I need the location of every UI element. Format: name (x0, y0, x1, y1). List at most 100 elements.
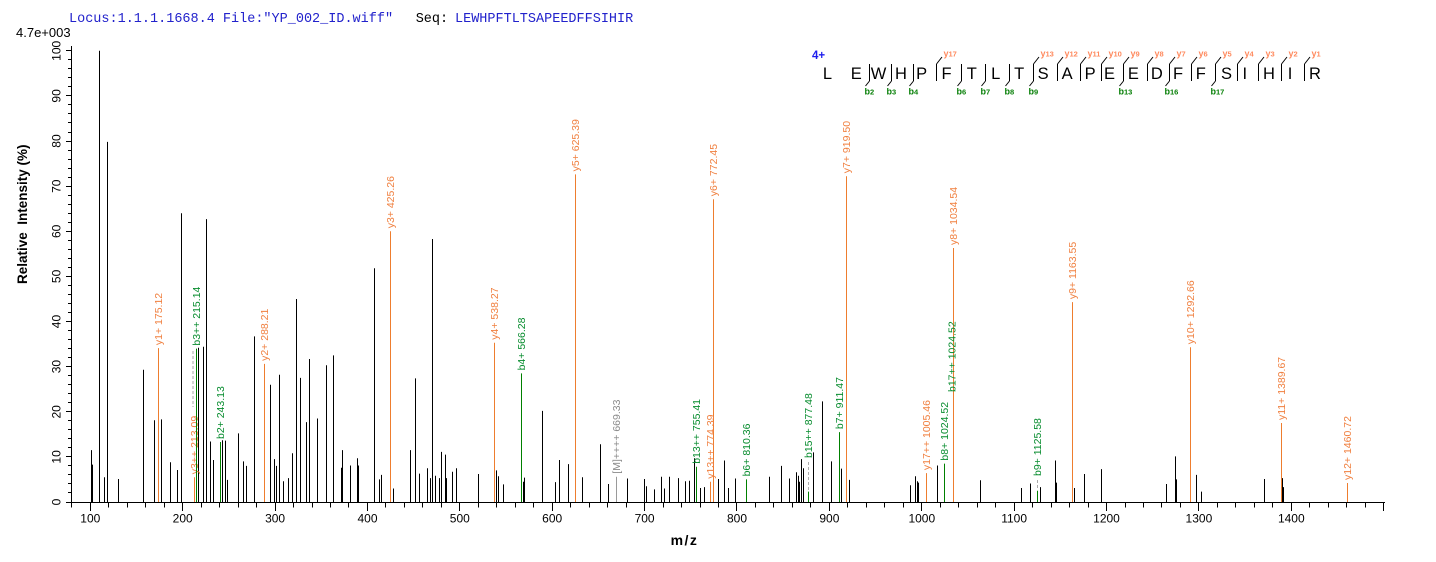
svg-text:y17: y17 (944, 49, 957, 59)
svg-text:I: I (1243, 65, 1248, 83)
svg-text:200: 200 (173, 512, 193, 526)
svg-text:b4: b4 (909, 87, 920, 97)
svg-text:1400: 1400 (1278, 512, 1305, 526)
svg-text:60: 60 (50, 224, 64, 238)
svg-text:b4+ 566.28: b4+ 566.28 (516, 317, 528, 370)
svg-text:y5+ 625.39: y5+ 625.39 (570, 119, 582, 171)
svg-text:1000: 1000 (908, 512, 935, 526)
svg-text:y13++ 774.39: y13++ 774.39 (705, 414, 717, 478)
svg-text:y17++ 1005.46: y17++ 1005.46 (921, 400, 933, 470)
svg-text:D: D (1151, 65, 1163, 83)
svg-text:400: 400 (357, 512, 377, 526)
svg-text:y5: y5 (1223, 49, 1232, 59)
svg-text:F: F (1196, 65, 1206, 83)
svg-text:E: E (1128, 65, 1139, 83)
svg-text:S: S (1221, 65, 1232, 83)
svg-text:b17: b17 (1211, 87, 1225, 97)
svg-text:y2: y2 (1289, 49, 1298, 59)
svg-text:1300: 1300 (1186, 512, 1213, 526)
svg-text:y10: y10 (1109, 49, 1122, 59)
svg-text:y11: y11 (1088, 49, 1101, 59)
svg-text:y9: y9 (1131, 49, 1140, 59)
svg-text:1200: 1200 (1093, 512, 1120, 526)
svg-text:600: 600 (542, 512, 562, 526)
svg-text:T: T (1014, 65, 1024, 83)
svg-text:b8+ 1024.52: b8+ 1024.52 (939, 402, 951, 461)
svg-text:y12: y12 (1065, 49, 1078, 59)
svg-text:y6: y6 (1199, 49, 1208, 59)
svg-text:W: W (871, 65, 887, 83)
svg-text:4.7e+003: 4.7e+003 (16, 25, 71, 40)
svg-text:b16: b16 (1165, 87, 1179, 97)
svg-text:y3+ 425.26: y3+ 425.26 (385, 176, 397, 228)
svg-text:Locus:1.1.1.1668.4 File:"YP_00: Locus:1.1.1.1668.4 File:"YP_002_ID.wiff" (69, 12, 393, 27)
svg-text:y8+ 1034.54: y8+ 1034.54 (948, 187, 960, 245)
svg-text:30: 30 (50, 360, 64, 374)
svg-text:10: 10 (50, 450, 64, 464)
svg-text:y7: y7 (1177, 49, 1186, 59)
svg-text:E: E (851, 65, 862, 83)
svg-text:b13: b13 (1119, 87, 1133, 97)
svg-text:500: 500 (450, 512, 470, 526)
svg-text:y9+ 1163.55: y9+ 1163.55 (1067, 242, 1079, 299)
svg-text:L: L (823, 65, 832, 83)
svg-text:y7+ 919.50: y7+ 919.50 (841, 121, 853, 173)
svg-text:H: H (1263, 65, 1275, 83)
svg-text:b9+ 1125.58: b9+ 1125.58 (1032, 418, 1044, 476)
svg-text:4+: 4+ (812, 50, 825, 62)
svg-text:b17++ 1024.52: b17++ 1024.52 (947, 321, 959, 392)
svg-text:b8: b8 (1005, 87, 1015, 97)
svg-text:90: 90 (50, 89, 64, 103)
svg-text:100: 100 (50, 40, 64, 60)
svg-text:A: A (1062, 65, 1073, 83)
svg-text:b2: b2 (865, 87, 875, 97)
svg-text:300: 300 (265, 512, 285, 526)
svg-text:Seq:: Seq: (416, 12, 448, 27)
svg-text:m/z: m/z (671, 532, 699, 548)
svg-text:b6: b6 (957, 87, 967, 97)
svg-text:E: E (1104, 65, 1115, 83)
svg-text:y4+ 538.27: y4+ 538.27 (489, 287, 501, 339)
svg-text:y8: y8 (1155, 49, 1164, 59)
svg-text:P: P (1085, 65, 1096, 83)
svg-text:y3: y3 (1266, 49, 1275, 59)
svg-text:900: 900 (819, 512, 839, 526)
svg-text:T: T (967, 65, 977, 83)
svg-text:b7+ 911.47: b7+ 911.47 (834, 377, 846, 429)
svg-text:F: F (1173, 65, 1183, 83)
svg-text:y6+ 772.45: y6+ 772.45 (708, 144, 720, 196)
svg-text:b6+ 810.36: b6+ 810.36 (741, 423, 753, 476)
svg-text:100: 100 (80, 512, 100, 526)
svg-text:[M]++++ 669.33: [M]++++ 669.33 (611, 399, 623, 473)
svg-text:b3: b3 (887, 87, 897, 97)
svg-text:R: R (1309, 65, 1321, 83)
svg-text:b3++ 215.14: b3++ 215.14 (191, 286, 203, 345)
svg-text:y12+ 1460.72: y12+ 1460.72 (1342, 416, 1354, 480)
svg-text:b15++ 877.48: b15++ 877.48 (803, 393, 815, 458)
svg-text:y1+ 175.12: y1+ 175.12 (153, 293, 165, 345)
svg-text:80: 80 (50, 134, 64, 148)
svg-text:y13: y13 (1041, 49, 1054, 59)
svg-text:Relative Intensity (%): Relative Intensity (%) (15, 144, 30, 284)
svg-text:700: 700 (635, 512, 655, 526)
svg-text:H: H (895, 65, 907, 83)
svg-text:y1: y1 (1312, 49, 1321, 59)
svg-text:70: 70 (50, 179, 64, 193)
svg-text:b13++ 755.41: b13++ 755.41 (691, 399, 703, 464)
svg-text:y3++ 213.09: y3++ 213.09 (189, 416, 201, 475)
svg-text:50: 50 (50, 269, 64, 283)
svg-text:L: L (991, 65, 1000, 83)
svg-text:1100: 1100 (1001, 512, 1027, 526)
svg-text:F: F (941, 65, 951, 83)
svg-text:800: 800 (727, 512, 747, 526)
svg-text:I: I (1288, 65, 1293, 83)
svg-text:40: 40 (50, 315, 64, 329)
svg-text:y4: y4 (1245, 49, 1255, 59)
svg-text:b9: b9 (1029, 87, 1039, 97)
svg-text:20: 20 (50, 405, 64, 419)
svg-text:b7: b7 (981, 87, 991, 97)
svg-text:S: S (1038, 65, 1049, 83)
svg-text:LEWHPFTLTSAPEEDFFSIHIR: LEWHPFTLTSAPEEDFFSIHIR (455, 12, 633, 27)
svg-text:y11+ 1389.67: y11+ 1389.67 (1276, 357, 1288, 420)
svg-text:b2+ 243.13: b2+ 243.13 (215, 386, 227, 439)
